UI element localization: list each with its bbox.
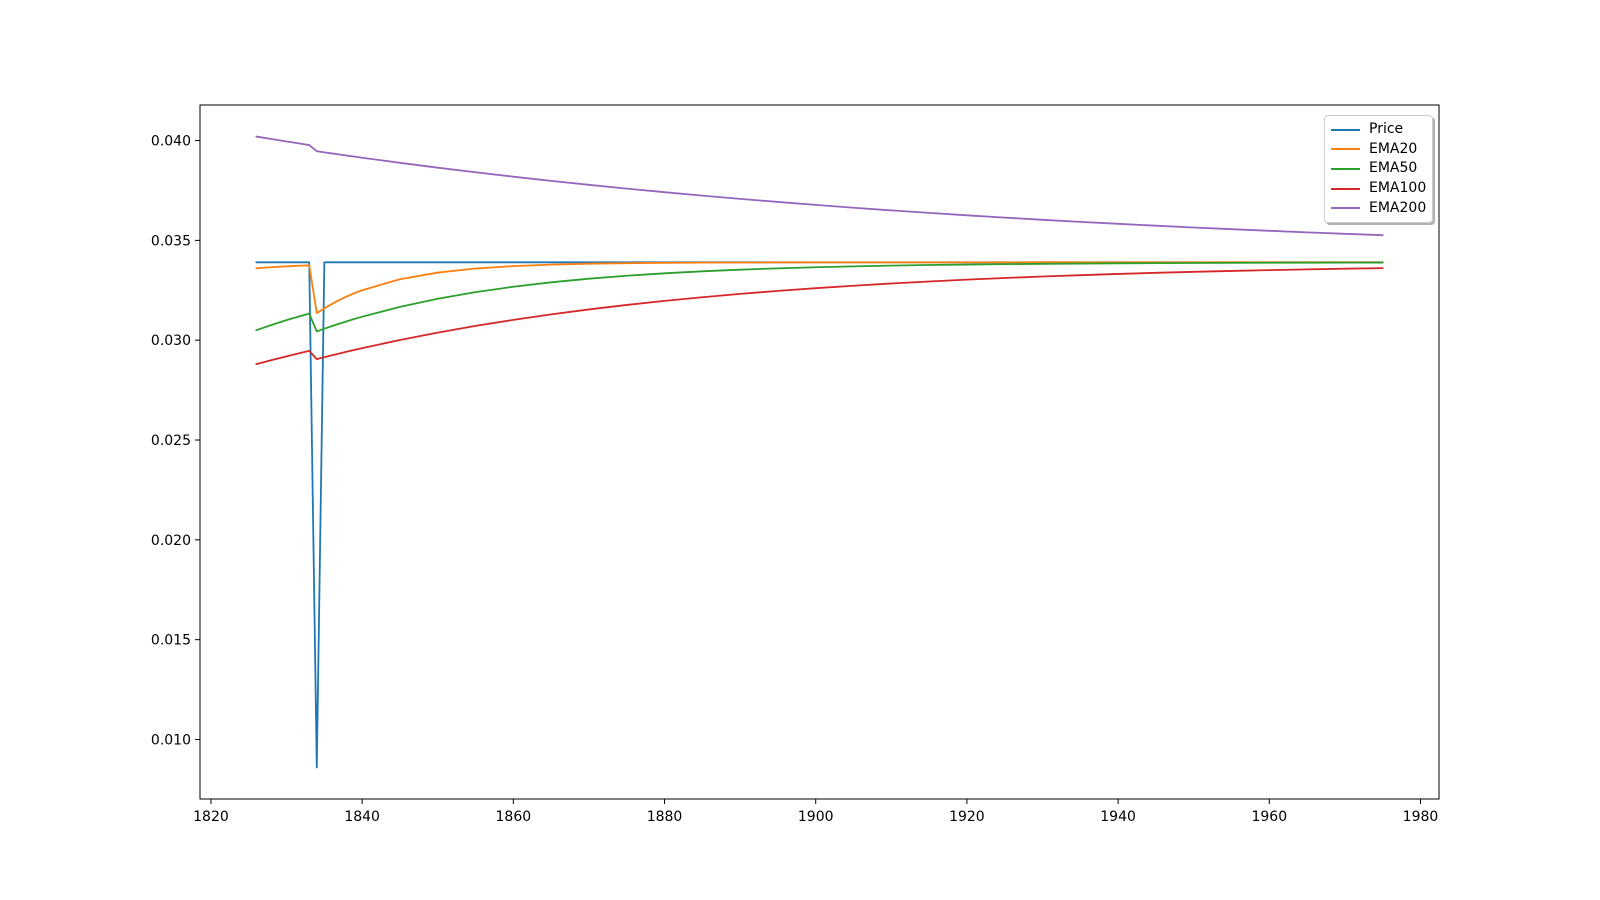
legend-label-ema100: EMA100: [1369, 180, 1427, 197]
legend-line-ema20: [1331, 148, 1360, 151]
x-tick-label: 1920: [949, 809, 985, 825]
y-tick-label: 0.025: [151, 433, 191, 449]
series-line-price: [255, 261, 1384, 769]
x-tick-label: 1840: [344, 809, 380, 825]
y-tick-label: 0.040: [151, 134, 191, 150]
series-line-ema200: [255, 135, 1384, 237]
x-tick-label: 1880: [647, 809, 683, 825]
series-line-ema20: [255, 261, 1384, 315]
legend-line-ema50: [1331, 167, 1360, 170]
x-tick-label: 1820: [193, 809, 229, 825]
legend-entry-ema20: EMA20: [1331, 140, 1426, 159]
y-tick-label: 0.020: [151, 533, 191, 549]
legend-line-price: [1331, 128, 1360, 131]
x-tick-label: 1960: [1251, 809, 1287, 825]
series-line-ema50: [255, 261, 1384, 333]
legend-entry-ema100: EMA100: [1331, 179, 1426, 198]
y-tick-label: 0.030: [151, 333, 191, 349]
legend-entry-ema200: EMA200: [1331, 199, 1426, 218]
legend-entry-ema50: EMA50: [1331, 159, 1426, 178]
x-axis: 1820 1840 1860 1880 1900 1920 1940 1960 1980: [193, 799, 1438, 825]
legend: Price EMA20 EMA50 EMA100 EMA200: [1324, 115, 1433, 223]
y-tick-label: 0.015: [151, 633, 191, 649]
legend-label-ema200: EMA200: [1369, 199, 1427, 216]
x-tick-label: 1900: [798, 809, 834, 825]
series-line-ema100: [255, 267, 1384, 366]
legend-line-ema200: [1331, 207, 1360, 210]
plot-area: [199, 104, 1440, 800]
legend-label-price: Price: [1369, 121, 1404, 138]
legend-line-ema100: [1331, 187, 1360, 190]
y-tick-label: 0.035: [151, 233, 191, 249]
x-tick-label: 1980: [1403, 809, 1439, 825]
x-tick-label: 1860: [496, 809, 532, 825]
y-tick-label: 0.010: [151, 733, 191, 749]
x-tick-label: 1940: [1100, 809, 1136, 825]
legend-label-ema50: EMA50: [1369, 160, 1418, 177]
legend-label-ema20: EMA20: [1369, 140, 1418, 157]
legend-entry-price: Price: [1331, 120, 1426, 139]
y-axis: 0.010 0.015 0.020 0.025 0.030 0.035 0.040: [151, 134, 200, 749]
